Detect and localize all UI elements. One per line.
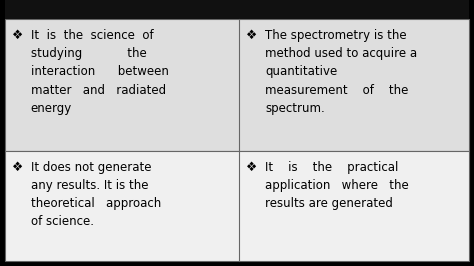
Text: ❖: ❖ [246,29,258,42]
Text: matter   and   radiated: matter and radiated [31,84,166,97]
Text: theoretical   approach: theoretical approach [31,197,161,210]
Text: The spectrometry is the: The spectrometry is the [265,29,407,42]
Text: application   where   the: application where the [265,179,409,192]
Text: ❖: ❖ [246,161,258,174]
Text: It  is  the  science  of: It is the science of [31,29,154,42]
Text: interaction      between: interaction between [31,65,169,78]
Text: results are generated: results are generated [265,197,393,210]
Text: It    is    the    practical: It is the practical [265,161,399,174]
Bar [5,151,469,261]
Text: energy: energy [31,102,72,115]
Bar [5,0,469,19]
Text: any results. It is the: any results. It is the [31,179,148,192]
Text: studying            the: studying the [31,47,146,60]
Text: ❖: ❖ [12,29,23,42]
Text: spectrum.: spectrum. [265,102,325,115]
Text: measurement    of    the: measurement of the [265,84,409,97]
Text: method used to acquire a: method used to acquire a [265,47,418,60]
Text: It does not generate: It does not generate [31,161,151,174]
Text: of science.: of science. [31,215,94,228]
Bar [5,19,469,151]
Text: ❖: ❖ [12,161,23,174]
Text: quantitative: quantitative [265,65,337,78]
